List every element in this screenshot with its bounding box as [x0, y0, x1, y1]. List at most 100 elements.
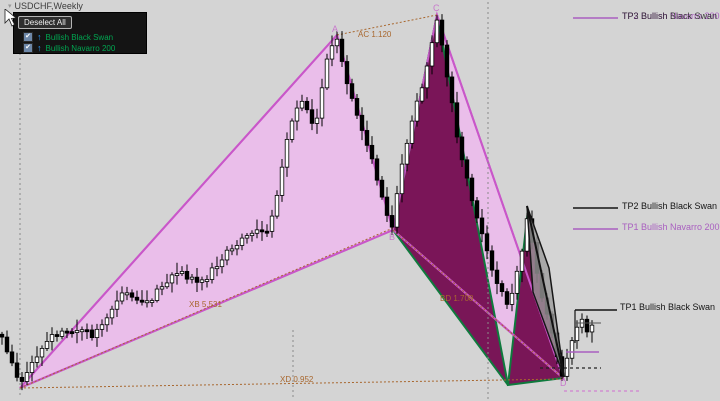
candle-body	[184, 270, 190, 280]
candle-body	[439, 19, 445, 46]
candle-body	[369, 144, 375, 160]
ratio-label-xb: XB 5.531	[189, 300, 222, 309]
candle-body	[89, 329, 95, 339]
mouse-cursor-icon	[4, 9, 17, 27]
candle-body	[339, 38, 345, 62]
candle-body	[209, 267, 215, 280]
candle-body	[244, 235, 250, 239]
candle-body	[144, 300, 150, 304]
pink-pattern-fill[interactable]	[19, 32, 395, 389]
indicator-row-navarro[interactable]: ✔ ↑ Bullish Navarro 200	[23, 43, 115, 53]
candle-body	[304, 100, 310, 111]
tp2-black-swan-label[interactable]: TP2 Bullish Black Swan	[622, 201, 718, 211]
candle-body	[409, 120, 415, 144]
candle-body	[59, 330, 65, 337]
candle-body	[359, 114, 365, 131]
candle-body	[319, 87, 325, 119]
candle-body	[229, 248, 235, 252]
ratio-dashed-line	[392, 229, 564, 379]
candle-body	[434, 19, 440, 44]
candle-body	[414, 100, 420, 122]
candle-body	[124, 292, 130, 296]
candle-body	[474, 200, 480, 219]
candle-body	[204, 279, 210, 282]
candle-body	[484, 233, 490, 252]
candle-body	[349, 83, 355, 99]
candle-body	[264, 230, 270, 234]
candle-body	[199, 279, 205, 283]
candle-body	[489, 250, 495, 271]
candle-body	[499, 283, 505, 293]
candle-body	[504, 291, 510, 305]
candle-body	[389, 215, 395, 228]
candle-body	[419, 87, 425, 102]
candle-body	[254, 229, 260, 234]
tp3-black-swan-label[interactable]: TP3 Bullish Black Swan	[622, 11, 718, 21]
candle-body	[74, 330, 80, 334]
candle-body	[224, 249, 230, 261]
deselect-all-button[interactable]: Deselect All	[18, 16, 72, 29]
tp2-navarro-label[interactable]: TP2 Bullish Navarro 200	[622, 11, 720, 21]
candle-body	[514, 270, 520, 294]
candle-body	[84, 329, 90, 333]
indicator-label-navarro: Bullish Navarro 200	[45, 43, 116, 53]
candle-body	[469, 177, 475, 202]
candle-body	[589, 324, 595, 333]
candle-body	[424, 65, 430, 89]
bullish-arrow-icon: ↑	[37, 31, 42, 42]
candle-body	[464, 159, 470, 179]
candle-body	[44, 341, 50, 349]
candle-body	[374, 158, 380, 181]
candle-body	[234, 245, 240, 250]
ratio-label-ac: AC 1.120	[358, 30, 392, 39]
candle-body	[259, 229, 265, 233]
candle-body	[294, 107, 300, 122]
candle-body	[34, 356, 40, 363]
checkbox-navarro-icon[interactable]: ✔	[23, 43, 33, 53]
candle-body	[104, 317, 110, 326]
symbol-label: ▾ USDCHF,Weekly	[8, 1, 83, 11]
point-d-label: D	[560, 378, 567, 388]
candle-body	[479, 217, 485, 235]
candle-body	[24, 372, 30, 382]
tp1-navarro-label[interactable]: TP1 Bullish Navarro 200	[622, 222, 720, 232]
candle-body	[449, 76, 455, 104]
candle-body	[179, 270, 185, 275]
ratio-label-bd: BD 1.708	[440, 294, 474, 303]
candle-body	[379, 179, 385, 198]
wedge-trend-line	[526, 205, 565, 378]
candle-body	[39, 348, 45, 358]
candle-body	[314, 117, 320, 124]
checkbox-black-swan-icon[interactable]: ✔	[23, 32, 33, 42]
candle-body	[164, 282, 170, 288]
candle-body	[444, 44, 450, 78]
candle-body	[94, 328, 100, 339]
candle-body	[14, 362, 20, 378]
candle-body	[509, 292, 515, 305]
candle-body	[139, 299, 145, 303]
candle-body	[9, 351, 15, 364]
candle-body	[119, 292, 125, 302]
candle-body	[364, 130, 370, 146]
candle-body	[249, 232, 255, 237]
candle-body	[219, 259, 225, 268]
candle-body	[329, 45, 335, 60]
candle-body	[0, 333, 5, 338]
candle-body	[29, 362, 35, 373]
candle-body	[4, 336, 10, 353]
point-a-label: A	[332, 24, 339, 34]
indicator-row-black-swan[interactable]: ✔ ↑ Bullish Black Swan	[23, 32, 113, 42]
tp1-black-swan-label[interactable]: TP1 Bullish Black Swan	[620, 302, 716, 312]
candle-body	[334, 38, 340, 47]
candle-body	[214, 266, 220, 270]
candle-body	[574, 326, 580, 342]
point-c-label: C	[433, 3, 440, 13]
candle-body	[154, 288, 160, 301]
candle-body	[354, 98, 360, 116]
candle-body	[239, 237, 245, 246]
candle-body	[19, 376, 25, 382]
candle-body	[189, 276, 195, 280]
candle-body	[429, 42, 435, 67]
candle-body	[174, 273, 180, 277]
